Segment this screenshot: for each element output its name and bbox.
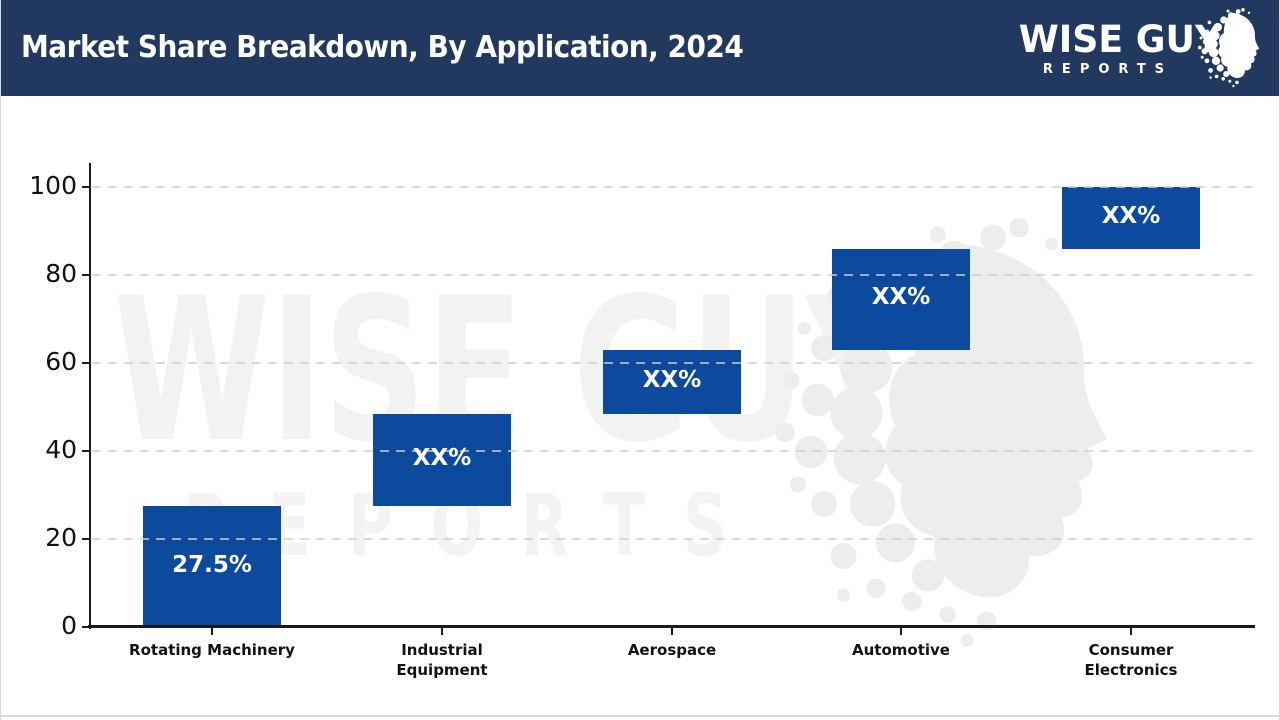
y-tick-60 — [82, 362, 90, 364]
header-band: Market Share Breakdown, By Application, … — [1, 0, 1279, 96]
y-tick-label-100: 100 — [29, 171, 77, 200]
x-tick-label-automotive: Automotive — [852, 641, 950, 659]
bar-automotive — [832, 248, 970, 350]
chart-title: Market Share Breakdown, By Application, … — [21, 30, 744, 65]
gridline-20 — [92, 538, 1255, 540]
y-tick-label-20: 20 — [45, 523, 77, 552]
x-tick-label-consumer-electronics: Consumer Electronics — [1084, 641, 1178, 680]
logo-text: WISE GUY REPORTS — [1017, 18, 1222, 77]
y-tick-label-60: 60 — [45, 347, 77, 376]
x-axis-line — [88, 625, 1255, 628]
bar-value-consumer-electronics: XX% — [1101, 202, 1161, 229]
x-tick-label-industrial-equipment: Industrial Equipment — [396, 641, 488, 680]
bar-value-industrial-equipment: XX% — [412, 444, 472, 471]
dotted-head-logo-icon — [1198, 8, 1260, 88]
bar-consumer-electronics — [1062, 187, 1200, 249]
y-tick-20 — [82, 538, 90, 540]
bottom-divider — [1, 715, 1279, 717]
gridline-80 — [92, 274, 1255, 276]
bar-industrial-equipment — [373, 413, 511, 506]
bar-value-aerospace: XX% — [642, 366, 702, 393]
logo-subtitle: REPORTS — [1042, 61, 1174, 77]
y-tick-label-80: 80 — [45, 259, 77, 288]
gridline-60 — [92, 362, 1255, 364]
y-tick-label-0: 0 — [61, 611, 77, 640]
y-tick-100 — [82, 186, 90, 188]
x-tick-automotive — [900, 627, 902, 635]
y-tick-80 — [82, 274, 90, 276]
bar-value-automotive: XX% — [871, 284, 931, 311]
wise-guy-reports-logo: WISE GUY REPORTS — [1017, 6, 1267, 92]
x-tick-aerospace — [671, 627, 673, 635]
y-axis-line — [89, 163, 91, 629]
x-tick-label-rotating-machinery: Rotating Machinery — [129, 641, 295, 659]
gridline-100 — [92, 186, 1255, 188]
x-tick-rotating-machinery — [211, 627, 213, 635]
gridline-40 — [92, 450, 1255, 452]
plot-area: 27.5% XX% XX% XX% XX% 0 20 40 60 80 100 Rotating … — [1, 96, 1279, 720]
x-tick-industrial-equipment — [441, 627, 443, 635]
bar-value-rotating-machinery: 27.5% — [172, 551, 252, 578]
logo-wordmark: WISE GUY — [1018, 18, 1222, 61]
bar-aerospace — [603, 349, 741, 414]
y-tick-label-40: 40 — [45, 435, 77, 464]
x-tick-consumer-electronics — [1130, 627, 1132, 635]
bar-rotating-machinery — [143, 506, 281, 627]
y-tick-0 — [82, 626, 90, 628]
y-tick-40 — [82, 450, 90, 452]
x-tick-label-aerospace: Aerospace — [627, 641, 717, 659]
